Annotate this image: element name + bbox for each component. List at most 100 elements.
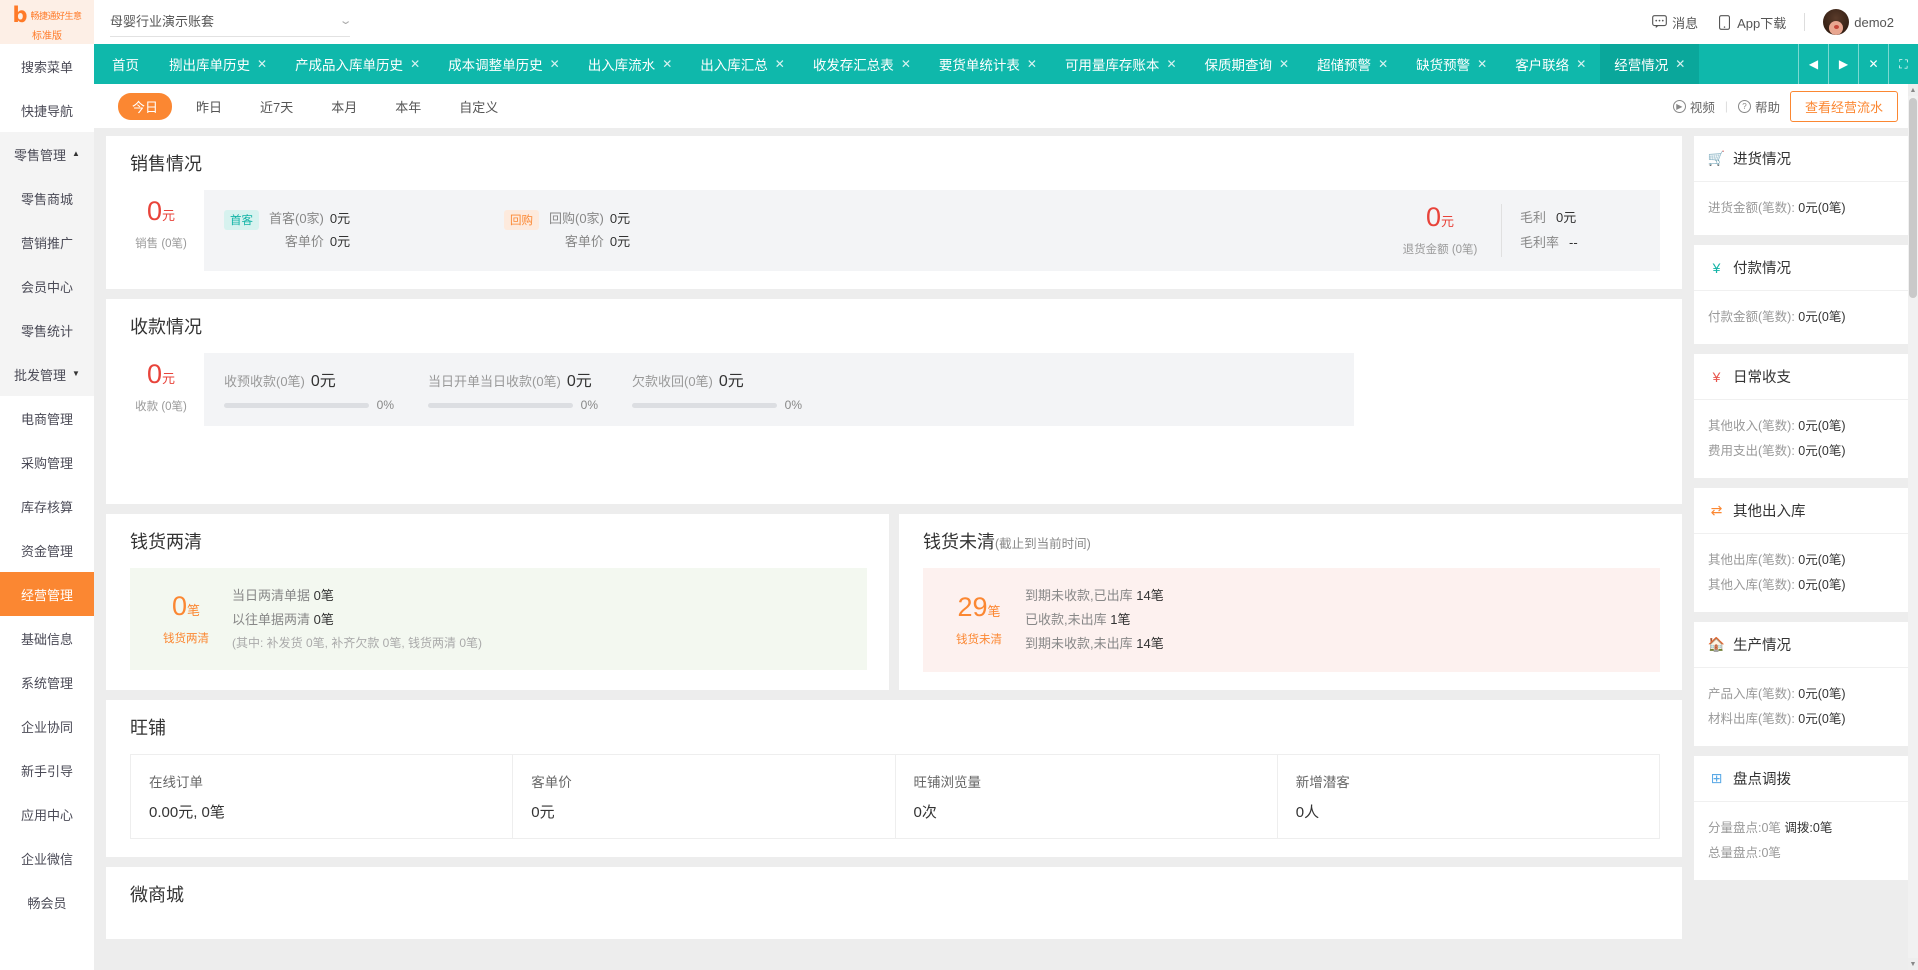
tab-close-icon[interactable]: ✕ [1477,57,1488,71]
user-menu[interactable]: demo2 [1823,9,1894,35]
date-chip-4[interactable]: 本年 [395,99,422,115]
app-download-button[interactable]: App下载 [1716,13,1786,32]
sidebar-item-6[interactable]: 零售统计 [0,308,94,352]
sales-refund-profit: 0元 退货金额 (0笔) 毛利 0元 毛利率 -- [1397,204,1640,257]
repeat-customer-avg-label: 客单价 [564,233,604,249]
tab-label: 可用量库存账本 [1064,58,1160,73]
sidebar-item-8[interactable]: 电商管理 [0,396,94,440]
right-panel-title: 进货情况 [1733,152,1791,168]
sidebar-item-label: 会员中心 [20,279,73,295]
sidebar-item-label: 电商管理 [20,411,73,427]
sidebar-item-1[interactable]: 快捷导航 [0,88,94,132]
tab-1[interactable]: 捌出库单历史 ✕ [155,44,281,84]
scrollbar-thumb[interactable] [1909,98,1917,298]
date-chip-2[interactable]: 近7天 [260,99,294,115]
tab-close-icon[interactable]: ✕ [662,57,673,71]
sidebar-item-11[interactable]: 资金管理 [0,528,94,572]
sidebar-item-14[interactable]: 系统管理 [0,660,94,704]
tab-8[interactable]: 可用量库存账本 ✕ [1051,44,1191,84]
page-scrollbar[interactable]: ▲ ▼ [1908,84,1918,970]
collection-item-value: 0元 [718,373,744,390]
help-link[interactable]: ? 帮助 [1737,97,1780,116]
sidebar-item-13[interactable]: 基础信息 [0,616,94,660]
tab-4[interactable]: 出入库流水 ✕ [574,44,687,84]
tab-close-icon[interactable]: ✕ [900,57,911,71]
unsettled-label: 钱货未清 [956,633,1002,646]
sidebar-item-2[interactable]: 零售管理 [0,132,94,176]
tab-13[interactable]: 经营情况 ✕ [1600,44,1700,84]
sidebar-item-label: 批发管理 [14,367,67,383]
avatar [1823,9,1850,35]
profit-block: 毛利 0元 毛利率 -- [1520,206,1640,255]
tab-7[interactable]: 要货单统计表 ✕ [925,44,1051,84]
sidebar-item-9[interactable]: 采购管理 [0,440,94,484]
tab-2[interactable]: 产成品入库单历史 ✕ [281,44,434,84]
shop-card: 旺铺 在线订单 0.00元, 0笔 客单价 0元 旺铺浏览量 0次 新增潜客 0人 [106,700,1682,858]
tab-prev-button[interactable]: ◀ [1798,44,1828,84]
messages-button[interactable]: 消息 [1651,13,1698,32]
sidebar-item-10[interactable]: 库存核算 [0,484,94,528]
sidebar-item-12[interactable]: 经营管理 [0,572,94,616]
tab-0[interactable]: 首页 [94,44,155,84]
tab-5[interactable]: 出入库汇总 ✕ [686,44,799,84]
repeat-customer-avg-value: 0元 [609,233,631,249]
tab-close-icon[interactable]: ✕ [774,57,785,71]
right-panel-header: ¥ 付款情况 [1694,245,1908,291]
tab-3[interactable]: 成本调整单历史 ✕ [434,44,574,84]
box-io-icon: ⇄ [1710,502,1723,518]
unsettled-title-text: 钱货未清 [923,532,995,552]
tab-11[interactable]: 缺货预警 ✕ [1402,44,1501,84]
tab-12[interactable]: 客户联络 ✕ [1501,44,1600,84]
scroll-up-arrow[interactable]: ▲ [1908,84,1918,96]
view-business-flow-button[interactable]: 查看经营流水 [1789,90,1898,122]
tab-close-icon[interactable]: ✕ [1378,57,1389,71]
date-chip-3[interactable]: 本月 [331,99,358,115]
video-link[interactable]: ▶ 视频 [1672,97,1715,116]
tab-next-button[interactable]: ▶ [1828,44,1858,84]
sidebar-item-16[interactable]: 新手引导 [0,748,94,792]
unsettled-metric: 29笔 钱货未清 [943,593,1015,647]
date-chip-0[interactable]: 今日 [118,92,173,120]
right-panel-title: 盘点调拨 [1733,772,1791,788]
sidebar-item-4[interactable]: 营销推广 [0,220,94,264]
sidebar-item-5[interactable]: 会员中心 [0,264,94,308]
sidebar-item-3[interactable]: 零售商城 [0,176,94,220]
tab-close-all-button[interactable]: ✕ [1858,44,1888,84]
tab-9[interactable]: 保质期查询 ✕ [1191,44,1304,84]
shop-tile-label: 旺铺浏览量 [913,775,982,791]
tab-close-icon[interactable]: ✕ [257,57,268,71]
repeat-customer-value: 0元 [609,210,631,226]
sidebar-item-0[interactable]: 搜索菜单 [0,44,94,88]
sidebar-item-7[interactable]: 批发管理 [0,352,94,396]
tab-close-icon[interactable]: ✕ [1166,57,1177,71]
tab-6[interactable]: 收发存汇总表 ✕ [799,44,925,84]
date-chip-1[interactable]: 昨日 [196,99,223,115]
tab-10[interactable]: 超储预警 ✕ [1303,44,1402,84]
tab-close-icon[interactable]: ✕ [1279,57,1290,71]
tab-close-icon[interactable]: ✕ [549,57,560,71]
account-select[interactable]: 母婴行业演示账套 ⌄ [110,7,352,37]
row-value: 0元(0笔) [1794,419,1846,433]
date-chip-5[interactable]: 自定义 [459,99,499,115]
unsettled-line-label: 已收款,未出库 [1025,612,1107,628]
sidebar-item-18[interactable]: 企业微信 [0,836,94,880]
tab-close-icon[interactable]: ✕ [1026,57,1037,71]
sidebar-item-15[interactable]: 企业协同 [0,704,94,748]
scroll-down-arrow[interactable]: ▼ [1908,958,1918,970]
tab-close-icon[interactable]: ✕ [1576,57,1587,71]
filter-divider: | [1724,99,1728,113]
right-panel-row-0: 产品入库(笔数): 0元(0笔) [1708,682,1894,707]
right-panel-body: 其他出库(笔数): 0元(0笔) 其他入库(笔数): 0元(0笔) [1694,534,1908,612]
cart-icon: 🛒 [1707,150,1726,166]
tab-close-icon[interactable]: ✕ [1675,57,1686,71]
sidebar-item-17[interactable]: 应用中心 [0,792,94,836]
row-label: 付款金额(笔数): [1708,310,1795,324]
sidebar-item-label: 采购管理 [20,455,73,471]
sidebar-item-label: 应用中心 [20,807,73,823]
shop-tile-value: 0人 [1295,804,1320,822]
settled-label: 钱货两清 [163,632,209,645]
collection-item-head: 欠款收回(0笔) 0元 [632,367,802,391]
sidebar-item-19[interactable]: 畅会员 [0,880,94,924]
fullscreen-button[interactable]: ⛶ [1888,44,1918,84]
tab-close-icon[interactable]: ✕ [410,57,421,71]
